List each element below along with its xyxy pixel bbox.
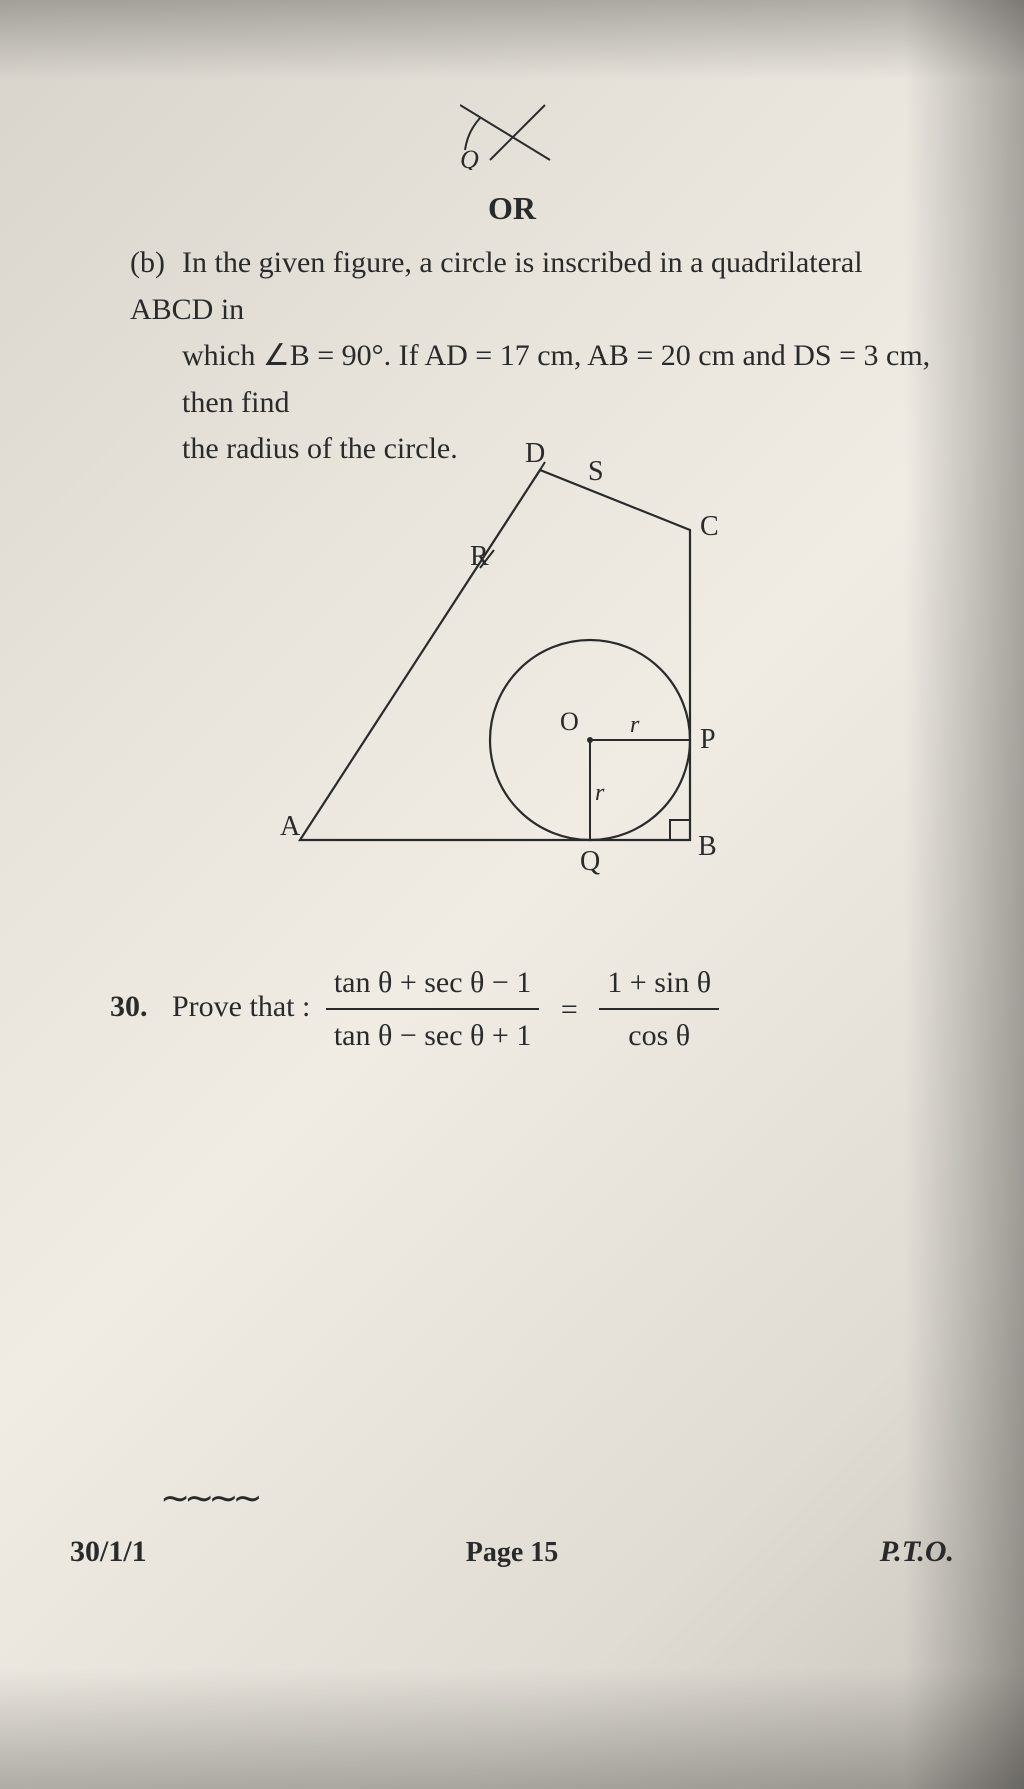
wavy-divider: ∼∼∼∼ (160, 1477, 257, 1519)
label-r2: r (630, 712, 640, 738)
question-label-b: (b) (130, 240, 182, 287)
shadow-top (0, 0, 1024, 80)
label-o: O (560, 707, 579, 736)
label-q: Q (580, 846, 600, 877)
shadow-bottom (0, 1669, 1024, 1789)
equals-sign: = (561, 987, 578, 1032)
or-divider: OR (488, 190, 536, 227)
label-d: D (525, 438, 545, 469)
label-a: A (280, 811, 301, 842)
geometry-figure: A B C D Q P S R O r r (280, 430, 780, 910)
svg-text:Q: Q (460, 145, 479, 170)
question-number-30: 30. (110, 984, 172, 1029)
label-s: S (588, 456, 604, 487)
question-text-line1: In the given figure, a circle is inscrib… (130, 246, 863, 326)
label-c: C (700, 511, 719, 542)
label-p: P (700, 724, 716, 755)
exam-page: Q OR (b)In the given figure, a circle is… (0, 0, 1024, 1789)
fraction-lhs: tan θ + sec θ − 1 tan θ − sec θ + 1 (326, 960, 540, 1058)
quadrilateral-abcd (300, 470, 690, 840)
question-30: 30.Prove that : tan θ + sec θ − 1 tan θ … (110, 960, 934, 1058)
pto-label: P.T.O. (880, 1535, 954, 1569)
paper-code: 30/1/1 (70, 1535, 147, 1569)
partial-figure-fragment: Q (460, 100, 580, 170)
label-b: B (698, 831, 717, 862)
prove-that-label: Prove that : (172, 990, 310, 1023)
fraction-rhs: 1 + sin θ cos θ (599, 960, 719, 1058)
frac1-numerator: tan θ + sec θ − 1 (326, 960, 540, 1010)
label-r1: r (595, 780, 605, 806)
question-text-line2: which ∠B = 90°. If AD = 17 cm, AB = 20 c… (182, 333, 934, 426)
frac2-denominator: cos θ (599, 1010, 719, 1058)
frac2-numerator: 1 + sin θ (599, 960, 719, 1010)
right-angle-marker (670, 820, 690, 840)
page-number: Page 15 (466, 1537, 559, 1569)
frac1-denominator: tan θ − sec θ + 1 (326, 1010, 540, 1058)
